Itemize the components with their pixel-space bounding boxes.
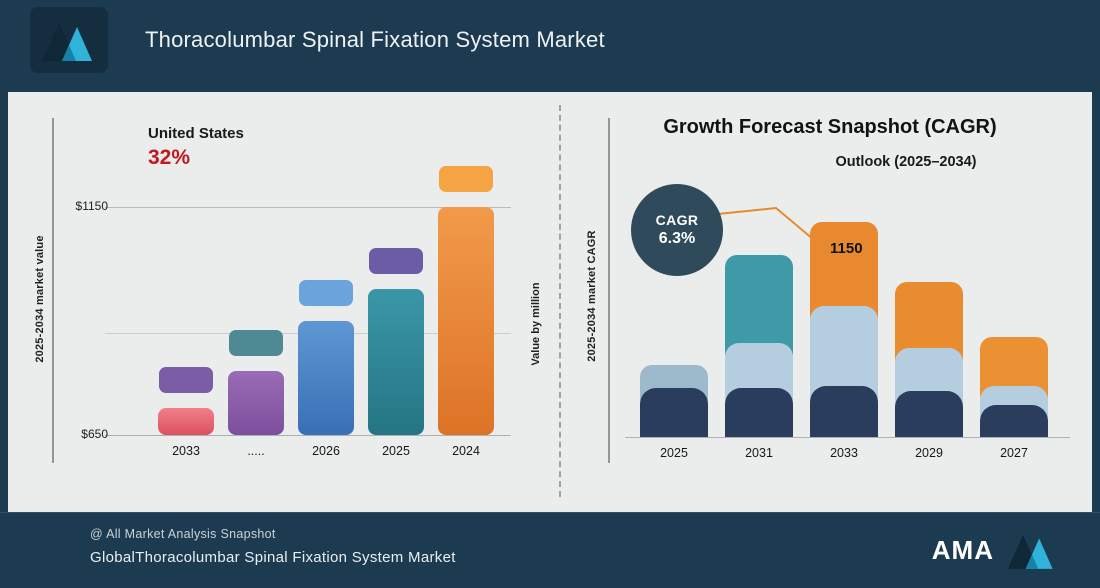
x-tick-label: 2027 (1000, 446, 1028, 460)
left-bar-2033: 2033 (158, 367, 214, 458)
left-chart-heading: United States 32% (148, 125, 244, 170)
right-bar-2027: 2027 (980, 337, 1048, 460)
stack-top-segment (810, 222, 878, 318)
stack-base-segment (980, 405, 1048, 437)
ama-logo-icon (1007, 534, 1053, 569)
x-tick-label: 2026 (312, 444, 340, 458)
y-tick-1150: $1150 (75, 199, 108, 213)
x-tick-label: 2033 (172, 444, 200, 458)
value-annotation: 1150 (830, 240, 863, 257)
footer-tagline: @ All Market Analysis Snapshot (90, 527, 276, 541)
divider-label: Value by million (530, 282, 542, 366)
x-tick-label: 2031 (745, 446, 773, 460)
left-bars-group: 2033..... 2026 2025 2024 (158, 166, 494, 458)
left-bar-2024: 2024 (438, 166, 494, 458)
bar-cap-segment (299, 280, 353, 306)
left-bar-2026: 2026 (298, 280, 354, 458)
x-tick-label: 2033 (830, 446, 858, 460)
bar-value-segment (158, 408, 214, 435)
header: Thoracolumbar Spinal Fixation System Mar… (0, 0, 1100, 92)
bar-value-segment (298, 321, 354, 435)
panel-divider (559, 105, 561, 497)
footer: @ All Market Analysis Snapshot GlobalTho… (0, 512, 1100, 588)
right-y-axis-label: 2025-2034 market CAGR (586, 230, 598, 362)
right-bar-2025: 2025 (640, 365, 708, 460)
footer-subtitle: GlobalThoracolumbar Spinal Fixation Syst… (90, 549, 456, 566)
right-chart-subtitle: Outlook (2025–2034) (835, 154, 977, 170)
right-y-axis-line (608, 118, 610, 463)
left-y-axis-label: 2025-2034 market value (34, 235, 46, 363)
left-y-axis-line (52, 118, 54, 463)
x-tick-label: 2024 (452, 444, 480, 458)
bar-value-segment (228, 371, 284, 435)
cagr-badge-label: CAGR (655, 212, 699, 228)
left-bar-.....: ..... (228, 330, 284, 458)
ama-logo-icon (42, 23, 92, 61)
x-tick-label: ..... (247, 444, 265, 458)
footer-text-block: @ All Market Analysis Snapshot GlobalTho… (90, 527, 456, 566)
logo-badge (30, 7, 108, 73)
right-bars-group: 2025 2031 2033 2029 2027 (640, 222, 1048, 460)
stack-top-segment (725, 255, 793, 355)
cagr-badge: CAGR 6.3% (631, 184, 723, 276)
bar-cap-segment (159, 367, 213, 393)
gridline-baseline (105, 435, 511, 436)
right-baseline (625, 437, 1070, 438)
stack-base-segment (640, 388, 708, 437)
page-title: Thoracolumbar Spinal Fixation System Mar… (145, 27, 605, 52)
footer-brand-block: AMA (932, 531, 1058, 569)
y-tick-650: $650 (81, 427, 108, 441)
bar-value-segment (438, 207, 494, 435)
left-chart-title: United States (148, 125, 244, 142)
stack-base-segment (895, 391, 963, 437)
x-tick-label: 2029 (915, 446, 943, 460)
stack-base-segment (725, 388, 793, 437)
right-bar-2029: 2029 (895, 282, 963, 460)
left-chart-highlight-value: 32% (148, 146, 191, 169)
left-bar-2025: 2025 (368, 248, 424, 458)
bar-value-segment (368, 289, 424, 435)
bar-cap-segment (439, 166, 493, 192)
footer-brand-text: AMA (931, 534, 994, 565)
stack-base-segment (810, 386, 878, 437)
main-content: 2025-2034 market value United States 32%… (8, 92, 1092, 512)
bar-cap-segment (229, 330, 283, 356)
right-bar-2031: 2031 (725, 255, 793, 460)
growth-forecast-panel: Growth Forecast Snapshot (CAGR) Outlook … (568, 92, 1092, 512)
stack-top-segment (895, 282, 963, 360)
us-market-chart-panel: 2025-2034 market value United States 32%… (8, 92, 556, 512)
x-tick-label: 2025 (660, 446, 688, 460)
right-chart-title: Growth Forecast Snapshot (CAGR) (663, 116, 997, 138)
bar-cap-segment (369, 248, 423, 274)
cagr-badge-value: 6.3% (658, 230, 696, 247)
x-tick-label: 2025 (382, 444, 410, 458)
gridline-1150 (105, 207, 511, 208)
stack-mid-segment (810, 306, 878, 398)
